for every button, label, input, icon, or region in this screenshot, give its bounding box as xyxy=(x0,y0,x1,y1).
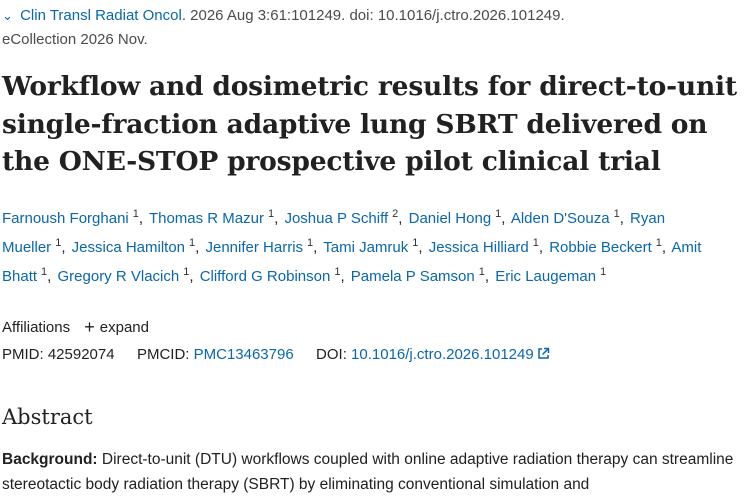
author-affiliation-number[interactable]: 1 xyxy=(600,266,607,278)
expand-label: expand xyxy=(99,319,149,336)
author-affiliation-number[interactable]: 1 xyxy=(495,208,502,220)
citation: ⌄ Clin Transl Radiat Oncol. 2026 Aug 3:6… xyxy=(2,4,742,52)
background-label: Background: xyxy=(2,451,98,468)
author-item: Tami Jamruk 1, xyxy=(323,237,423,256)
author-affiliation-number[interactable]: 1 xyxy=(532,237,539,249)
author-item: Amit Bhatt 1, xyxy=(2,239,702,285)
author-link[interactable]: Jennifer Harris xyxy=(205,239,304,256)
background-text: Direct-to-unit (DTU) workflows coupled w… xyxy=(2,451,734,493)
author-link[interactable]: Clifford G Robinson xyxy=(199,268,331,285)
author-affiliation-number[interactable]: 1 xyxy=(655,237,662,249)
author-link[interactable]: Daniel Hong xyxy=(408,210,492,227)
doi-label: DOI: xyxy=(316,346,347,363)
author-item: Robbie Beckert 1, xyxy=(549,237,667,256)
author-link[interactable]: Thomas R Mazur xyxy=(148,210,264,227)
author-link[interactable]: Eric Laugeman xyxy=(495,268,597,285)
author-affiliation-number[interactable]: 2 xyxy=(392,208,399,220)
author-link[interactable]: Amit Bhatt xyxy=(2,239,702,285)
author-link[interactable]: Robbie Beckert xyxy=(549,239,652,256)
author-item: Jessica Hamilton 1, xyxy=(71,237,200,256)
article-title: Workflow and dosimetric results for dire… xyxy=(2,71,737,177)
external-link-icon xyxy=(537,347,549,359)
author-link[interactable]: Tami Jamruk xyxy=(323,239,409,256)
doi-value: 10.1016/j.ctro.2026.101249 xyxy=(351,346,534,363)
author-link[interactable]: Joshua P Schiff xyxy=(284,210,389,227)
expand-affiliations-button[interactable]: + expand xyxy=(84,317,149,337)
pmcid-label: PMCID: xyxy=(136,346,190,363)
author-item: Ryan Mueller 1, xyxy=(2,210,666,256)
citation-details: . 2026 Aug 3:61:101249. doi: 10.1016/j.c… xyxy=(181,7,565,24)
pmid-label: PMID: xyxy=(2,346,44,363)
author-affiliation-number[interactable]: 1 xyxy=(613,208,620,220)
author-link[interactable]: Jessica Hamilton xyxy=(71,239,186,256)
authors-list: Farnoush Forghani 1, Thomas R Mazur 1, Jos… xyxy=(2,202,732,289)
author-item: Clifford G Robinson 1, xyxy=(199,266,345,285)
author-item: Jessica Hilliard 1, xyxy=(428,237,544,256)
author-affiliation-number[interactable]: 1 xyxy=(41,266,48,278)
author-affiliation-number[interactable]: 1 xyxy=(189,237,196,249)
pmcid-link[interactable]: PMC13463796 xyxy=(193,346,294,363)
author-affiliation-number[interactable]: 1 xyxy=(183,266,190,278)
chevron-down-icon[interactable]: ⌄ xyxy=(2,8,13,23)
author-item: Joshua P Schiff 2, xyxy=(284,208,403,227)
author-item: Farnoush Forghani 1, xyxy=(2,208,144,227)
author-affiliation-number[interactable]: 1 xyxy=(334,266,341,278)
abstract-paragraph: Background: Direct-to-unit (DTU) workflo… xyxy=(2,447,742,497)
author-item: Daniel Hong 1, xyxy=(408,208,506,227)
author-item: Jennifer Harris 1, xyxy=(205,237,318,256)
author-item: Pamela P Samson 1, xyxy=(350,266,490,285)
affiliations-label: Affiliations xyxy=(2,319,71,336)
author-link[interactable]: Alden D'Souza xyxy=(510,210,610,227)
abstract-heading: Abstract xyxy=(2,405,93,429)
pmid-value: 42592074 xyxy=(47,346,115,363)
author-item: Alden D'Souza 1, xyxy=(510,208,624,227)
author-link[interactable]: Jessica Hilliard xyxy=(428,239,529,256)
author-affiliation-number[interactable]: 1 xyxy=(412,237,419,249)
author-link[interactable]: Farnoush Forghani xyxy=(2,210,129,227)
ecollection: eCollection 2026 Nov. xyxy=(2,31,148,48)
author-affiliation-number[interactable]: 1 xyxy=(478,266,485,278)
author-item: Gregory R Vlacich 1, xyxy=(57,266,194,285)
plus-icon: + xyxy=(84,317,95,337)
author-affiliation-number[interactable]: 1 xyxy=(132,208,139,220)
doi-link[interactable]: 10.1016/j.ctro.2026.101249 xyxy=(351,346,550,363)
author-link[interactable]: Ryan Mueller xyxy=(2,210,666,256)
affiliations-row: Affiliations + expand xyxy=(2,317,149,338)
identifiers-row: PMID: 42592074 PMCID: PMC13463796 DOI: 1… xyxy=(2,345,550,365)
author-affiliation-number[interactable]: 1 xyxy=(55,237,62,249)
author-link[interactable]: Pamela P Samson xyxy=(350,268,475,285)
author-link[interactable]: Gregory R Vlacich xyxy=(57,268,180,285)
author-item: Thomas R Mazur 1, xyxy=(148,208,279,227)
author-item: Eric Laugeman 1 xyxy=(495,266,607,285)
author-affiliation-number[interactable]: 1 xyxy=(267,208,275,220)
author-affiliation-number[interactable]: 1 xyxy=(307,237,314,249)
journal-link[interactable]: Clin Transl Radiat Oncol xyxy=(20,7,182,24)
